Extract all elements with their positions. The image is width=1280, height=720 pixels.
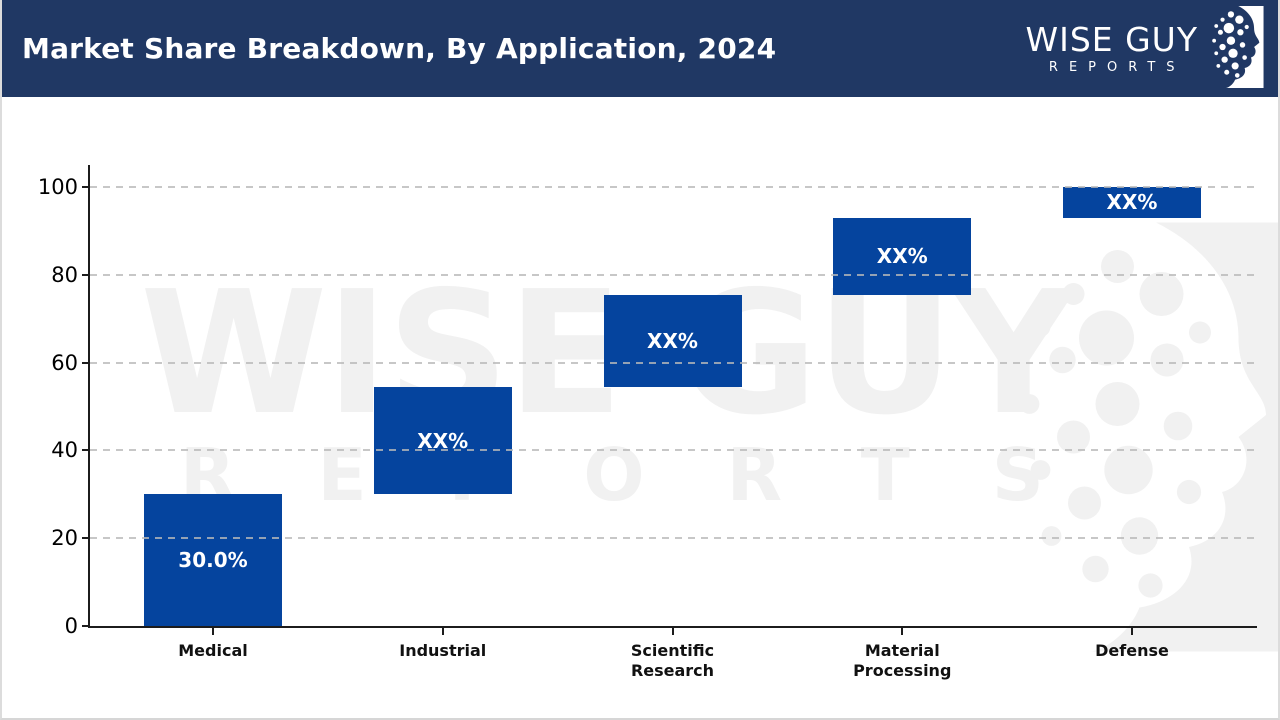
bar: XX% [1063,187,1201,218]
y-axis-tick [82,449,90,452]
bar-value-label: 30.0% [178,548,248,573]
gridline [90,273,1255,276]
x-axis-tick [901,628,904,635]
y-tick-label: 100 [37,175,78,199]
gridline [90,361,1255,364]
x-axis-tick [441,628,444,635]
bar-value-label: XX% [647,328,698,353]
category-label: Defense [1095,641,1169,660]
x-axis-tick [671,628,674,635]
y-axis-tick [82,273,90,276]
bar: XX% [373,386,512,495]
watermark-reports: REPORTS [180,433,1126,517]
bar-value-label: XX% [1106,190,1158,215]
y-tick-label: 60 [51,350,78,375]
bar-value-label: XX% [417,428,469,453]
category-label: Scientific Research [630,641,715,680]
y-tick-label: 20 [51,526,78,551]
category-label: Industrial [399,641,487,660]
y-tick-label: 0 [64,614,78,638]
watermark-face-icon [958,217,1278,661]
logo-wiseguy-text: WISE GUY [1025,19,1198,59]
y-axis-tick [82,625,90,627]
bar: 30.0% [144,494,282,626]
y-axis-tick [82,361,90,364]
logo-reports-text: REPORTS [1048,59,1186,75]
wiseguy-logo: WISE GUY REPORTS [1025,5,1264,92]
header: Market Share Breakdown, By Application, … [2,0,1278,97]
y-axis-tick [82,186,90,188]
chart-area: WISE GUY REPORTS 0 20 40 60 80 100 30.0% Medica… [2,97,1278,718]
logo-wordmark: WISE GUY REPORTS [1025,19,1198,76]
y-tick-label: 40 [51,438,78,463]
gridline [90,449,1255,452]
y-axis-tick [82,537,90,540]
category-label: Medical [178,641,248,660]
x-axis-tick [212,628,214,635]
y-axis [88,165,90,628]
bar-value-label: XX% [876,244,928,269]
gridline [90,186,1255,188]
bar: XX% [603,294,742,387]
category-label: Material Processing [853,641,952,680]
gridline [90,537,1255,540]
x-axis-tick [1131,628,1133,635]
x-axis [88,626,1257,628]
bar: XX% [833,217,972,295]
y-tick-label: 80 [51,262,78,287]
wiseguy-face-icon [1200,5,1264,92]
page-title: Market Share Breakdown, By Application, … [22,32,777,65]
